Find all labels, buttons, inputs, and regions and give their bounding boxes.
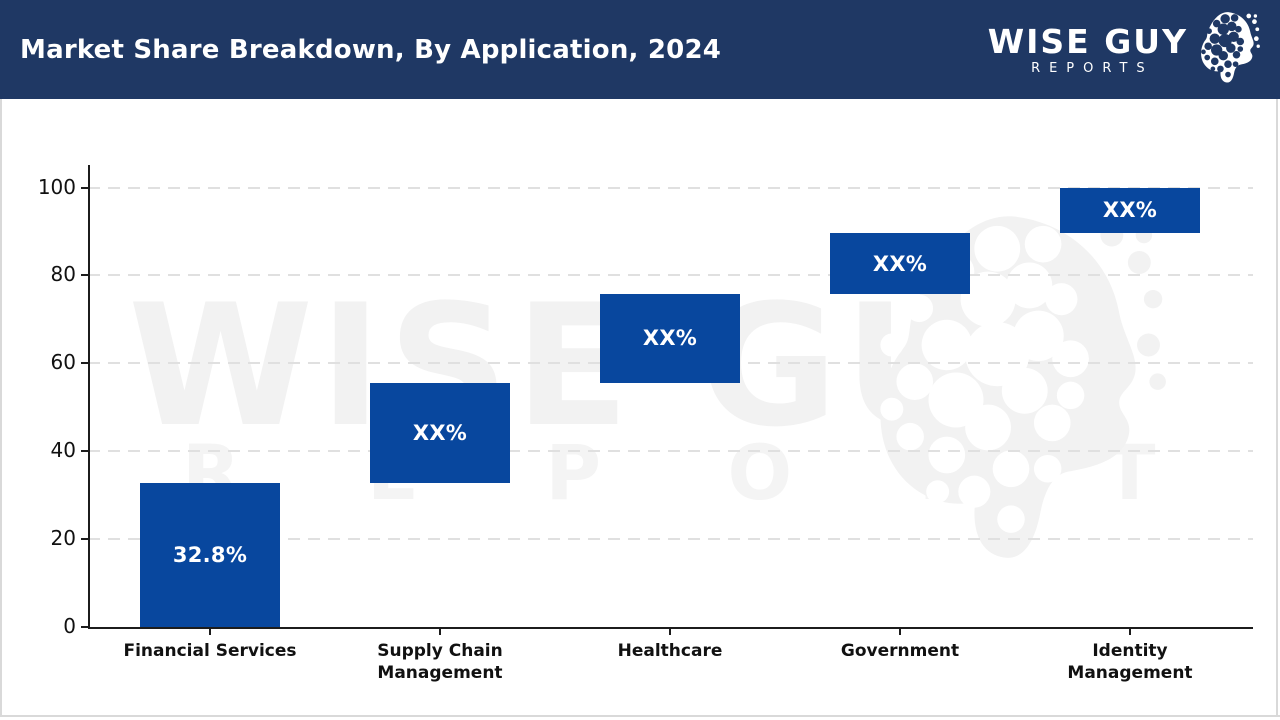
dotted-head-icon xyxy=(1201,11,1260,83)
y-axis-tick-mark xyxy=(81,538,88,541)
logo-wiseguy-text: WISE GUY xyxy=(987,21,1188,61)
x-axis-category-label: Financial Services xyxy=(123,641,297,661)
y-axis-tick-mark xyxy=(81,626,88,628)
frame-left-border xyxy=(0,99,2,716)
frame-bottom-border xyxy=(0,715,1280,717)
gridline-40 xyxy=(88,450,1253,453)
bar-value-label: XX% xyxy=(1102,198,1158,223)
bar-supply-chain-management: XX% xyxy=(370,382,510,483)
y-axis-tick-mark xyxy=(81,274,88,277)
header-bar: Market Share Breakdown, By Application, … xyxy=(0,0,1280,99)
y-axis-spine xyxy=(88,165,90,629)
y-axis-tick-label: 0 xyxy=(63,614,76,638)
x-axis-category-label: Government xyxy=(840,641,960,661)
y-axis-tick-mark xyxy=(81,450,88,453)
x-axis-spine xyxy=(88,627,1253,629)
y-axis-tick-label: 100 xyxy=(37,174,76,199)
bar-value-label: XX% xyxy=(642,326,698,351)
bar-healthcare: XX% xyxy=(600,294,740,383)
bar-identity-management: XX% xyxy=(1060,187,1200,234)
x-axis-category-label: Identity Management xyxy=(1067,641,1193,684)
page-title: Market Share Breakdown, By Application, … xyxy=(20,34,722,65)
x-axis-category-label: Healthcare xyxy=(617,641,723,661)
logo-reports-text: REPORTS xyxy=(1031,60,1154,76)
gridline-80 xyxy=(88,274,1253,277)
wise-guy-logo: WISE GUY REPORTS xyxy=(988,10,1262,90)
x-axis-tick-mark xyxy=(669,627,671,635)
x-axis-tick-mark xyxy=(209,627,211,635)
y-axis-tick-label: 80 xyxy=(50,262,76,287)
bar-value-label: XX% xyxy=(872,251,928,276)
bar-financial-services: 32.8% xyxy=(140,482,280,627)
bar-value-label: 32.8% xyxy=(172,542,248,567)
x-axis-tick-mark xyxy=(899,627,901,635)
y-axis-tick-mark xyxy=(81,186,88,189)
frame-right-border xyxy=(1276,99,1278,716)
y-axis-tick-label: 60 xyxy=(50,350,76,375)
x-axis-tick-mark xyxy=(1129,627,1131,635)
x-axis-tick-mark xyxy=(439,627,441,635)
gridline-100 xyxy=(88,186,1253,189)
y-axis-tick-mark xyxy=(81,362,88,365)
y-axis-tick-label: 40 xyxy=(50,438,76,463)
logo-wordmark: WISE GUY REPORTS xyxy=(988,25,1188,75)
gridline-20 xyxy=(88,538,1253,541)
y-axis-tick-label: 20 xyxy=(50,526,76,551)
bar-value-label: XX% xyxy=(412,420,468,445)
watermark-reports: R E P O R T S xyxy=(182,428,1280,517)
x-axis-category-label: Supply Chain Management xyxy=(377,641,503,684)
bar-government: XX% xyxy=(830,233,970,295)
